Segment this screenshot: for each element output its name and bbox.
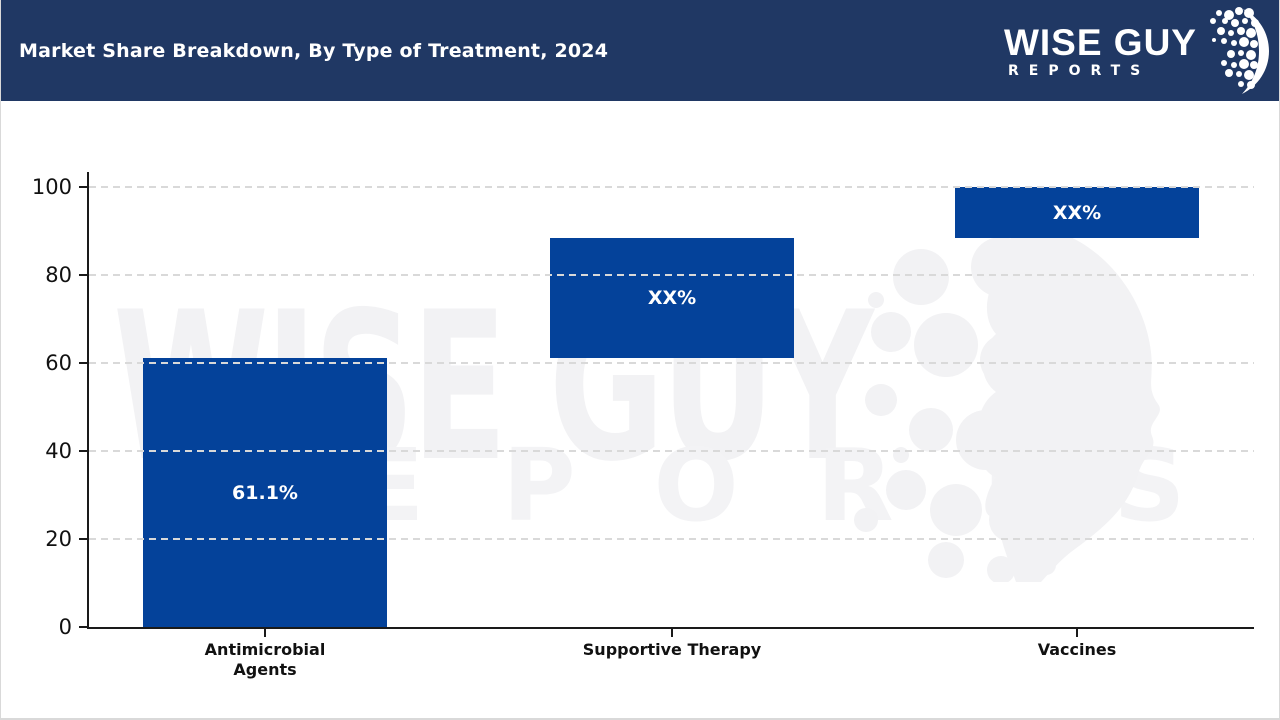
x-tick — [264, 629, 266, 637]
gridline — [89, 186, 1254, 188]
x-tick — [671, 629, 673, 637]
bar: XX% — [550, 238, 794, 359]
gridline — [89, 450, 1254, 452]
bar: 61.1% — [143, 358, 387, 627]
bar-value-label: XX% — [647, 287, 697, 310]
watermark-head-icon — [854, 227, 1160, 582]
brand-logo-text: WISE GUY REPORTS — [1004, 24, 1197, 78]
gridline — [89, 274, 1254, 276]
bar-value-label: 61.1% — [232, 481, 298, 504]
x-tick — [1076, 629, 1078, 637]
header: Market Share Breakdown, By Type of Treat… — [1, 0, 1279, 101]
y-tick-label: 100 — [31, 175, 72, 199]
brand-name: WISE GUY — [1003, 21, 1197, 63]
y-tick — [79, 450, 89, 452]
y-tick-label: 20 — [45, 527, 72, 551]
bar-value-label: XX% — [1052, 201, 1102, 224]
y-tick-label: 80 — [45, 263, 72, 287]
y-axis-line — [87, 172, 89, 629]
y-tick-label: 60 — [45, 351, 72, 375]
x-tick-label: Antimicrobial Agents — [204, 640, 326, 679]
y-tick — [79, 274, 89, 276]
brand-logo: WISE GUY REPORTS — [1004, 6, 1271, 95]
chart-title: Market Share Breakdown, By Type of Treat… — [19, 39, 609, 62]
gridline — [89, 538, 1254, 540]
x-tick-label: Vaccines — [1037, 640, 1117, 659]
bar: XX% — [955, 187, 1199, 239]
y-tick — [79, 538, 89, 540]
x-axis-line — [87, 627, 1254, 629]
logo-head-icon — [1210, 6, 1269, 94]
brand-subtitle: REPORTS — [1007, 62, 1151, 79]
y-tick — [79, 186, 89, 188]
y-tick-label: 0 — [58, 615, 72, 639]
y-tick-label: 40 — [45, 439, 72, 463]
y-tick — [79, 362, 89, 364]
gridline — [89, 362, 1254, 364]
y-tick — [79, 626, 89, 628]
x-tick-label: Supportive Therapy — [582, 640, 762, 659]
